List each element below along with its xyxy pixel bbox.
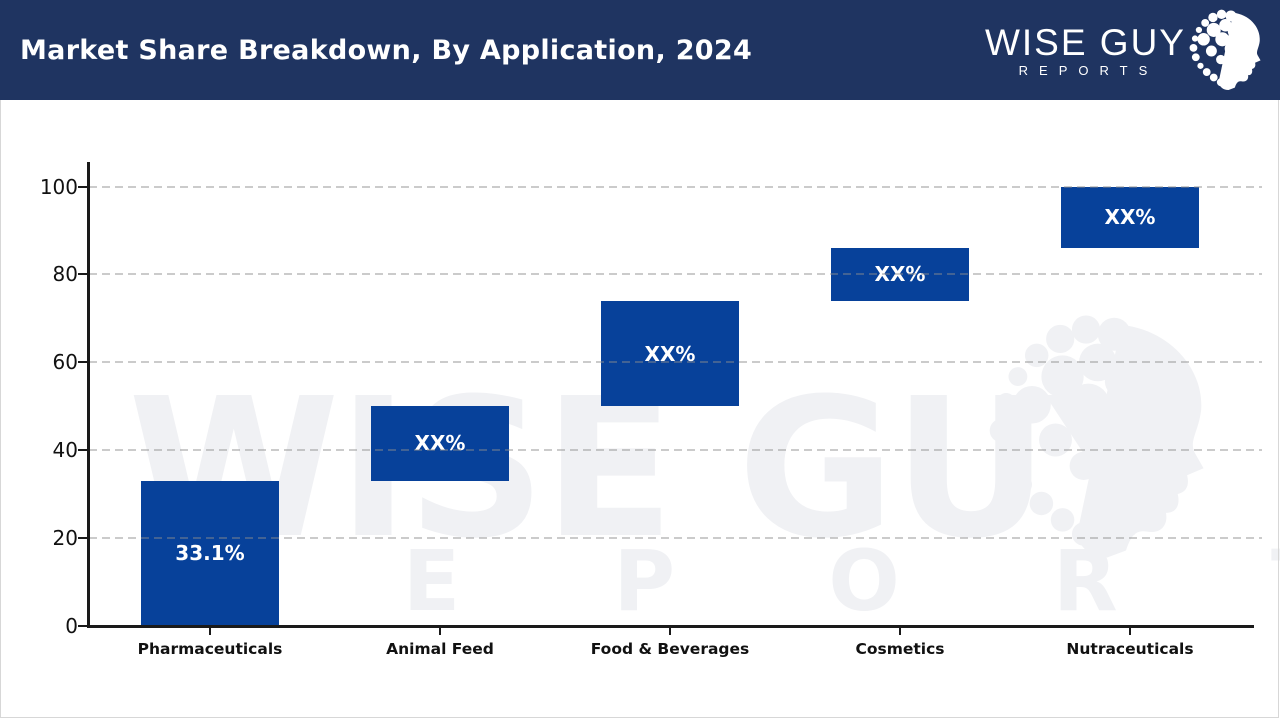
gridline-100 <box>89 185 1262 188</box>
bar-value-label: 33.1% <box>175 541 245 566</box>
logo-subtitle: REPORTS <box>1018 62 1159 78</box>
y-axis <box>87 162 90 627</box>
bar-food-beverages: XX% <box>601 300 739 407</box>
wiseguy-logo: WISE GUY REPORTS <box>985 0 1266 100</box>
gridline-80 <box>89 273 1262 276</box>
y-tick-40 <box>78 449 88 452</box>
bar-pharmaceuticals: 33.1% <box>141 480 279 626</box>
y-tick-label-20: 20 <box>52 526 78 551</box>
y-tick-label-100: 100 <box>39 174 78 199</box>
gridline-40 <box>89 449 1262 452</box>
y-tick-label-60: 60 <box>52 350 78 375</box>
category-label-0: Pharmaceuticals <box>137 640 283 658</box>
category-label-3: Cosmetics <box>855 640 945 658</box>
bar-nutraceuticals: XX% <box>1061 186 1199 249</box>
gridline-60 <box>89 361 1262 364</box>
watermark-head-icon <box>989 315 1204 558</box>
x-tick-0 <box>209 627 211 635</box>
y-tick-label-40: 40 <box>52 438 78 463</box>
x-tick-1 <box>439 627 441 635</box>
x-tick-2 <box>669 627 671 635</box>
bar-value-label: XX% <box>874 262 926 287</box>
wiseguy-logo-text: WISE GUY REPORTS <box>985 24 1186 77</box>
x-axis <box>87 625 1254 628</box>
y-tick-20 <box>78 537 88 540</box>
y-tick-80 <box>78 273 88 276</box>
category-label-2: Food & Beverages <box>590 640 750 658</box>
bar-cosmetics: XX% <box>831 248 969 301</box>
bar-value-label: XX% <box>644 341 696 366</box>
logo-wordmark: WISE GUY <box>984 21 1186 63</box>
bar-animal-feed: XX% <box>371 406 509 481</box>
y-tick-0 <box>78 625 88 627</box>
category-label-4: Nutraceuticals <box>1066 640 1194 658</box>
gridline-20 <box>89 537 1262 540</box>
bar-value-label: XX% <box>1104 205 1156 230</box>
y-tick-label-0: 0 <box>65 614 78 638</box>
y-tick-60 <box>78 361 88 364</box>
category-label-1: Animal Feed <box>386 640 494 658</box>
x-tick-4 <box>1129 627 1131 635</box>
y-tick-label-80: 80 <box>52 262 78 287</box>
bar-value-label: XX% <box>414 431 466 456</box>
header-bar: Market Share Breakdown, By Application, … <box>0 0 1280 100</box>
x-tick-3 <box>899 627 901 635</box>
y-tick-100 <box>78 185 88 188</box>
page-title: Market Share Breakdown, By Application, … <box>20 34 753 66</box>
